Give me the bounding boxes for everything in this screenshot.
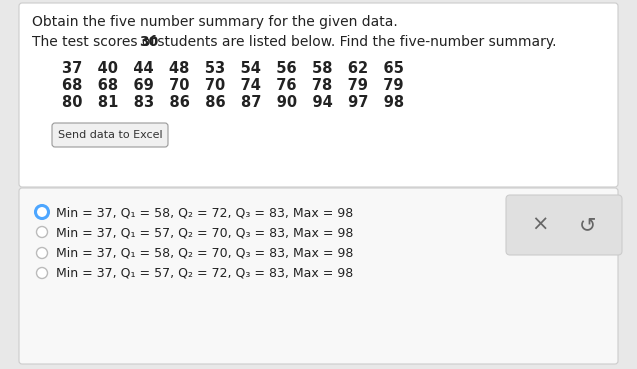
Text: Min = 37, Q₁ = 58, Q₂ = 70, Q₃ = 83, Max = 98: Min = 37, Q₁ = 58, Q₂ = 70, Q₃ = 83, Max… (56, 247, 354, 260)
Circle shape (36, 227, 48, 238)
Text: students are listed below. Find the five-number summary.: students are listed below. Find the five… (153, 35, 557, 49)
Text: 68   68   69   70   70   74   76   78   79   79: 68 68 69 70 70 74 76 78 79 79 (62, 78, 403, 93)
Circle shape (36, 248, 48, 259)
Text: Obtain the five number summary for the given data.: Obtain the five number summary for the g… (32, 15, 397, 29)
FancyBboxPatch shape (19, 3, 618, 187)
FancyBboxPatch shape (506, 195, 622, 255)
Circle shape (36, 206, 48, 218)
Text: Min = 37, Q₁ = 57, Q₂ = 72, Q₃ = 83, Max = 98: Min = 37, Q₁ = 57, Q₂ = 72, Q₃ = 83, Max… (56, 267, 354, 280)
Text: ↺: ↺ (579, 215, 597, 235)
FancyBboxPatch shape (19, 188, 618, 364)
Text: ×: × (531, 215, 548, 235)
Text: 30: 30 (139, 35, 158, 49)
Text: Min = 37, Q₁ = 57, Q₂ = 70, Q₃ = 83, Max = 98: Min = 37, Q₁ = 57, Q₂ = 70, Q₃ = 83, Max… (56, 226, 354, 239)
Text: Min = 37, Q₁ = 58, Q₂ = 72, Q₃ = 83, Max = 98: Min = 37, Q₁ = 58, Q₂ = 72, Q₃ = 83, Max… (56, 206, 354, 219)
Circle shape (36, 268, 48, 279)
FancyBboxPatch shape (52, 123, 168, 147)
Text: The test scores of: The test scores of (32, 35, 160, 49)
Text: 37   40   44   48   53   54   56   58   62   65: 37 40 44 48 53 54 56 58 62 65 (62, 61, 404, 76)
Text: Send data to Excel: Send data to Excel (58, 130, 162, 140)
Text: 80   81   83   86   86   87   90   94   97   98: 80 81 83 86 86 87 90 94 97 98 (62, 95, 404, 110)
